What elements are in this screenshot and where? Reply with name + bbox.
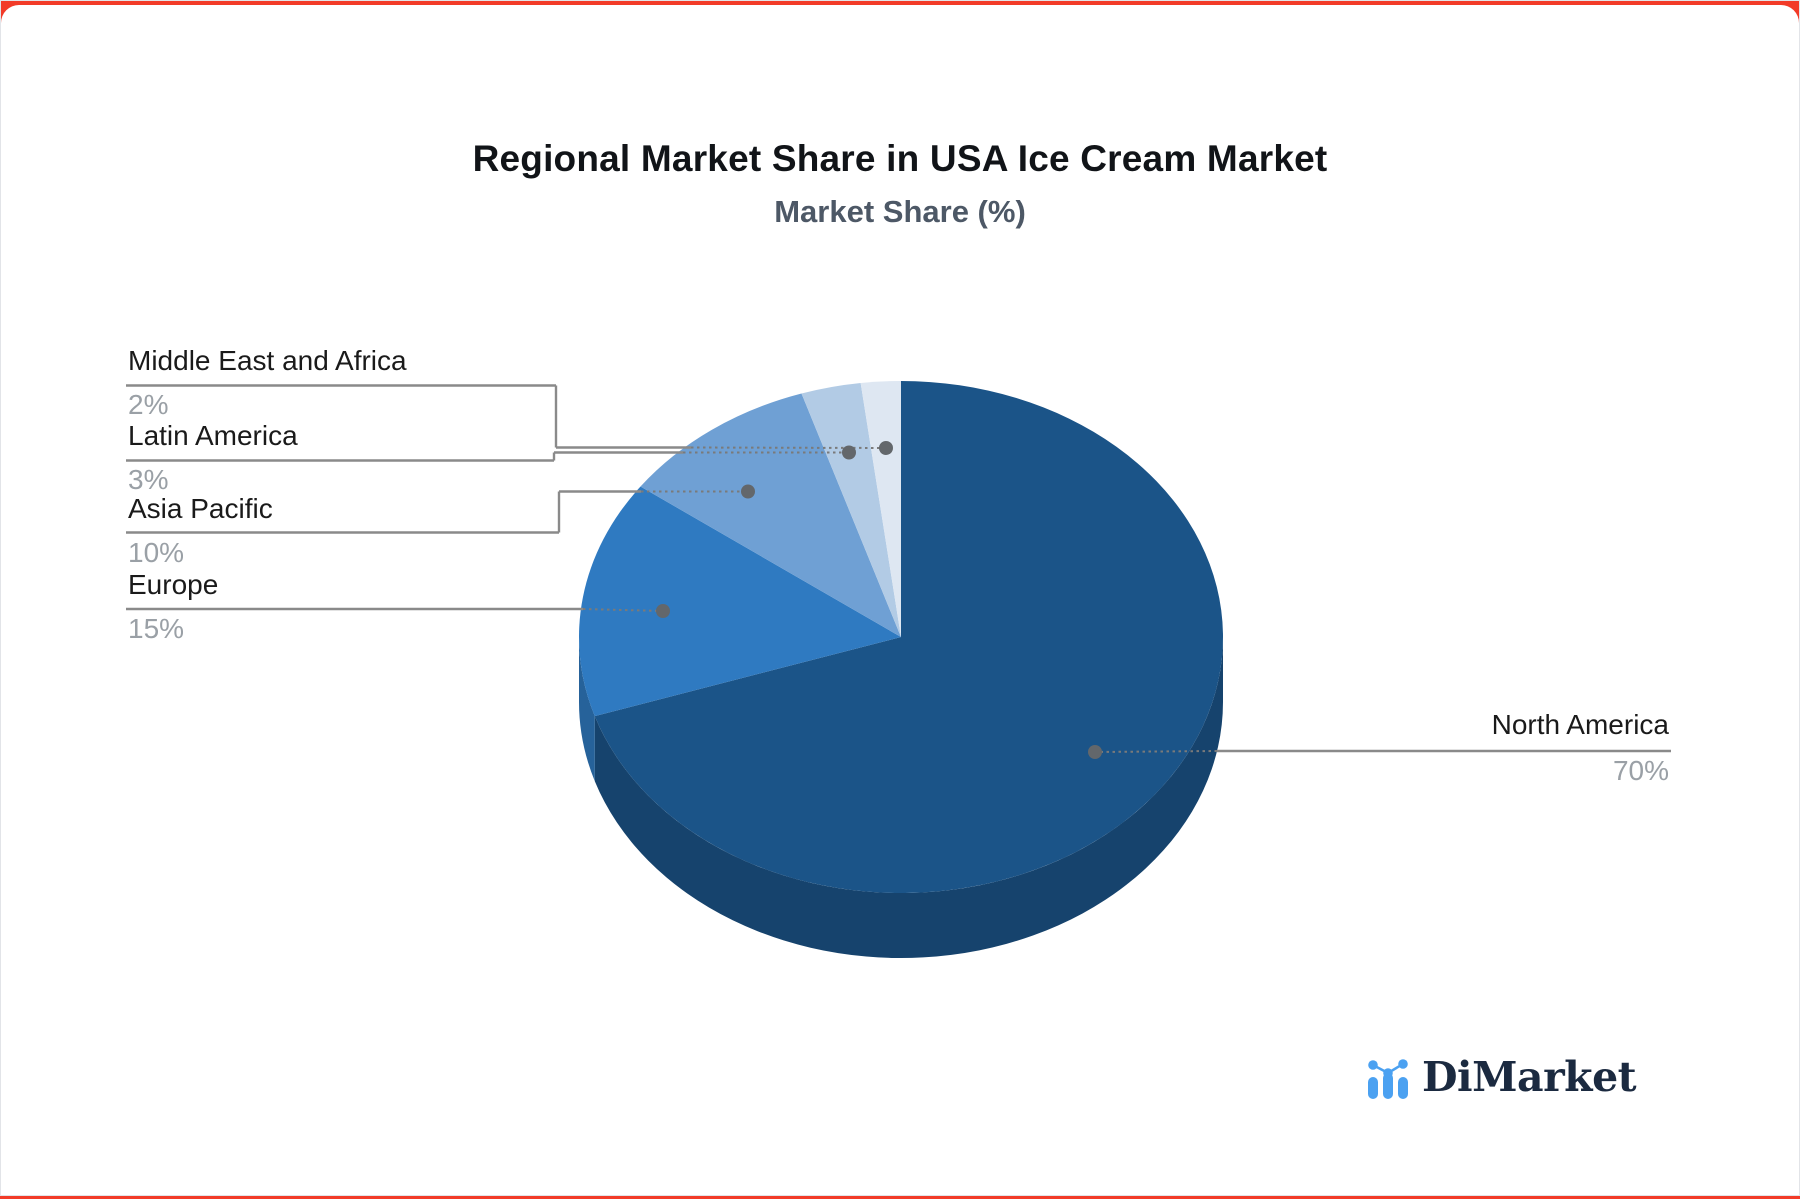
chart-title: Regional Market Share in USA Ice Cream M… (472, 138, 1328, 179)
logo-text: DiMarket (1422, 1053, 1637, 1101)
callout-value-middle-east-and-africa: 2% (128, 389, 169, 420)
pie-slice-side-north-america (594, 637, 1223, 958)
callout-value-north-america: 70% (1612, 755, 1669, 786)
callout-dot-latin-america (842, 445, 856, 460)
callout-label-north-america: North America (1491, 709, 1669, 740)
callout-label-europe: Europe (128, 569, 219, 600)
callout-value-europe: 15% (128, 613, 185, 644)
callout-value-asia-pacific: 10% (128, 537, 185, 568)
pie-slice-north-america[interactable] (594, 381, 1223, 893)
callout-dot-asia-pacific (741, 484, 755, 499)
callout-label-asia-pacific: Asia Pacific (128, 493, 273, 524)
pie-slice-side-europe (579, 637, 595, 782)
callout-dot-north-america (1088, 745, 1102, 759)
callout-line-dotted-north-america (1094, 750, 1218, 753)
callout-value-latin-america: 3% (128, 464, 169, 495)
chart-canvas: Regional Market Share in USA Ice Cream M… (1, 5, 1799, 1195)
chart-subtitle: Market Share (%) (774, 194, 1026, 229)
pie-slice-europe[interactable] (579, 486, 901, 717)
dimarket-logo[interactable]: DiMarket (1364, 1047, 1664, 1107)
pie-slice-asia-pacific[interactable] (640, 393, 901, 637)
pie-chart-svg (126, 381, 1671, 958)
callout-dot-middle-east-and-africa (879, 441, 893, 455)
pie-slice-latin-america[interactable] (801, 383, 901, 637)
callout-dot-europe (656, 604, 670, 618)
bar-chart-logo-icon (1368, 1059, 1408, 1099)
callout-label-middle-east-and-africa: Middle East and Africa (128, 345, 407, 376)
callout-line-dotted-europe (582, 608, 664, 612)
callout-label-latin-america: Latin America (128, 420, 298, 451)
